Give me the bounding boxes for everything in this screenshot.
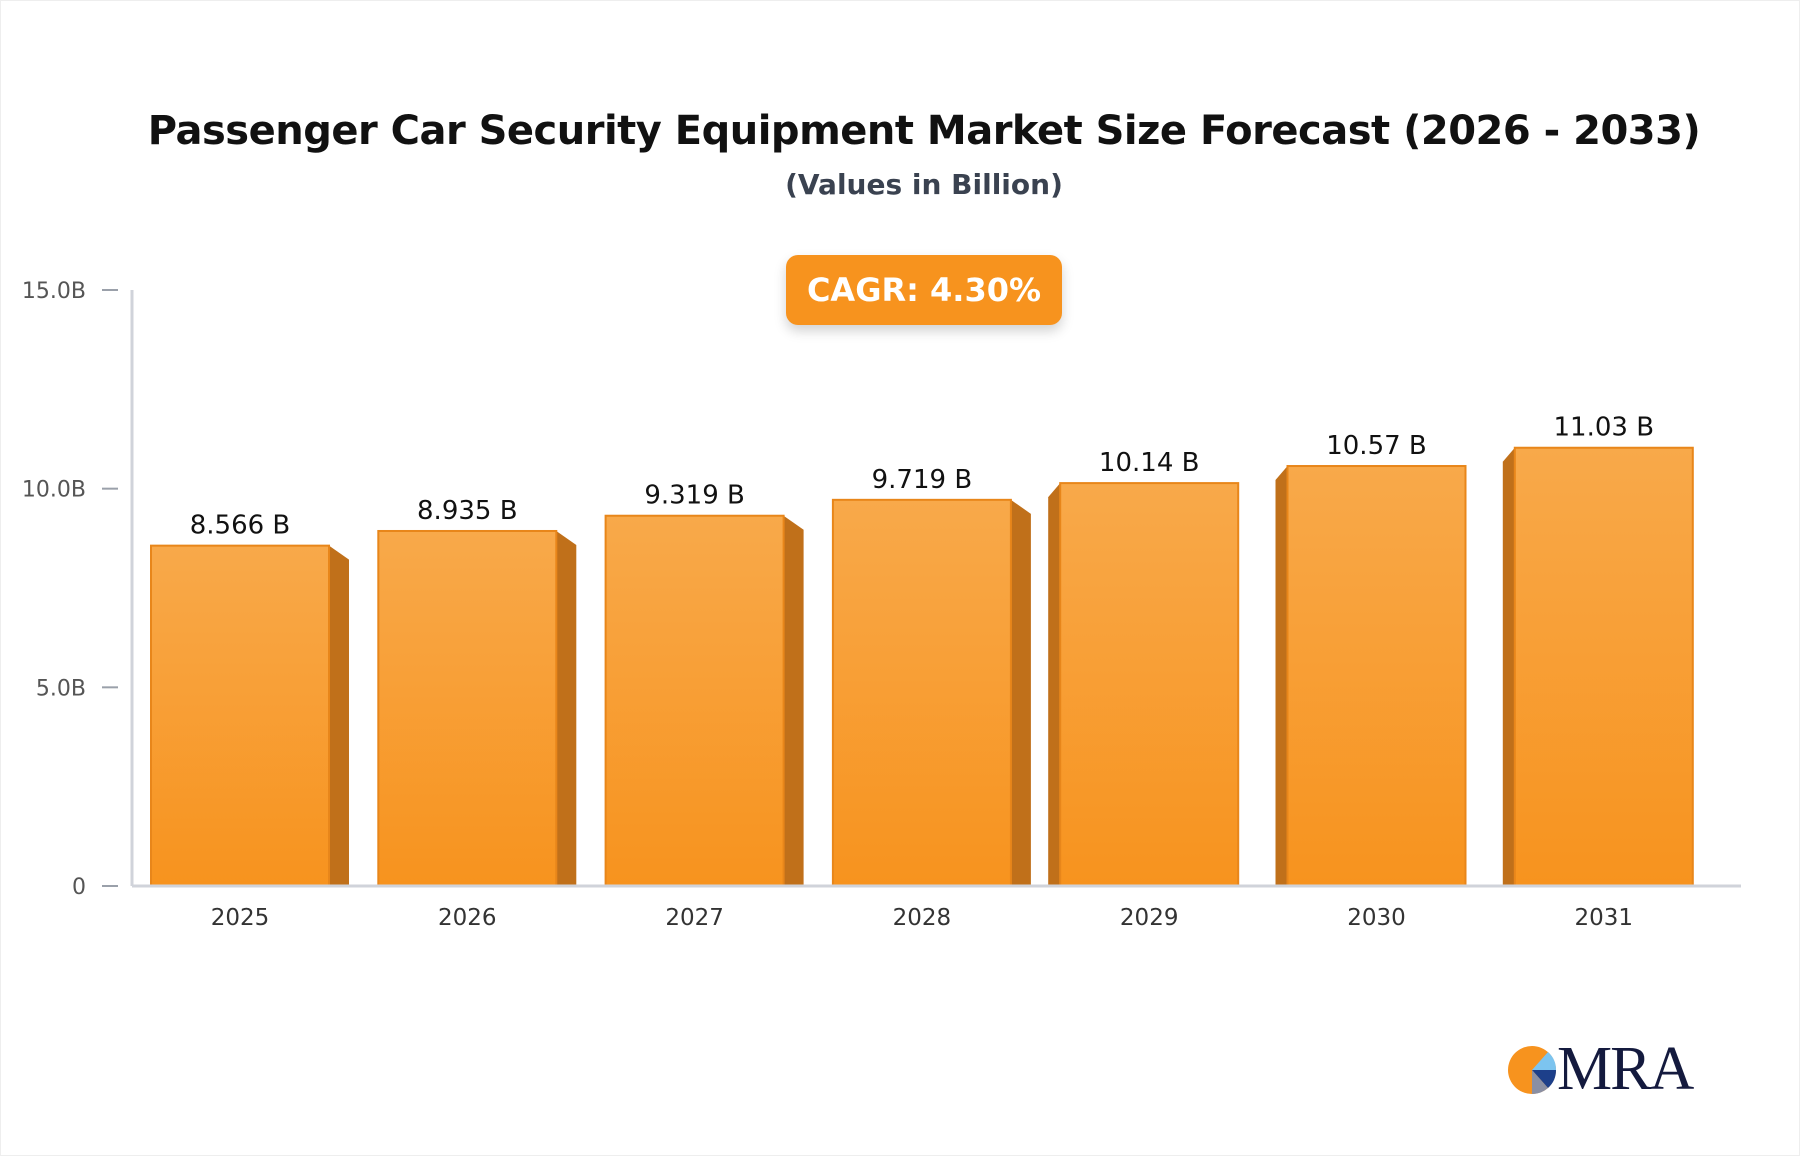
y-tick-label: 5.0B	[36, 676, 86, 701]
data-label: 8.935 B	[417, 496, 518, 526]
cagr-badge: CAGR: 4.30%	[786, 255, 1062, 325]
x-tick-label: 2029	[1120, 905, 1179, 931]
x-tick-label: 2030	[1347, 905, 1406, 931]
x-tick-label: 2028	[893, 905, 952, 931]
chart-title: Passenger Car Security Equipment Market …	[147, 108, 1701, 154]
data-label: 9.319 B	[644, 481, 745, 511]
x-tick-label: 2027	[665, 905, 724, 931]
y-tick-label: 10.0B	[22, 478, 86, 503]
bar-side	[783, 515, 804, 886]
bar-side	[1502, 447, 1515, 886]
data-label: 9.719 B	[872, 465, 973, 495]
bar	[1059, 482, 1240, 887]
x-tick-label: 2031	[1575, 905, 1634, 931]
bar-side	[556, 530, 577, 886]
bar-side	[1010, 499, 1031, 886]
bar	[1513, 446, 1694, 887]
bar	[377, 529, 558, 887]
y-tick-label: 0	[72, 875, 86, 900]
logo-text: MRA	[1557, 1035, 1694, 1103]
chart-subtitle: (Values in Billion)	[785, 168, 1063, 201]
bar-side	[1275, 466, 1288, 886]
bar	[150, 544, 330, 888]
bar	[604, 514, 785, 887]
bar-side	[1048, 483, 1061, 886]
bar	[831, 498, 1012, 887]
x-tick-label: 2026	[438, 905, 497, 931]
bar-side	[329, 545, 349, 886]
x-tick-label: 2025	[211, 905, 270, 931]
pie-logo-icon	[1508, 1046, 1557, 1095]
data-label: 11.03 B	[1554, 413, 1655, 443]
data-label: 10.57 B	[1326, 431, 1427, 461]
mra-logo: MRA	[1505, 1035, 1695, 1103]
bar	[1286, 465, 1467, 887]
data-label: 8.566 B	[190, 511, 291, 541]
y-tick-label: 15.0B	[22, 279, 86, 304]
data-label: 10.14 B	[1099, 448, 1200, 478]
